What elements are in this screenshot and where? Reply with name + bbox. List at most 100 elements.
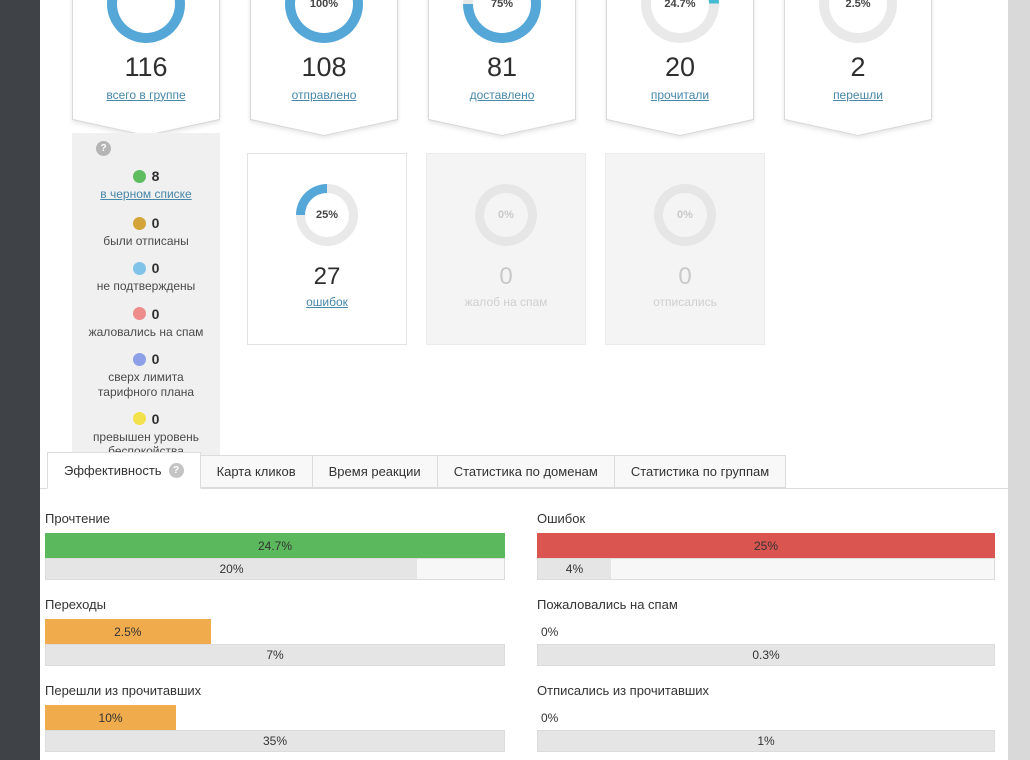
donut-sent-icon: 100% <box>285 0 363 43</box>
legend-value: 0 <box>151 215 160 231</box>
card-clicked: 2.5% 2 перешли <box>784 0 932 136</box>
metric-title: Переходы <box>45 597 106 612</box>
tab-click-map[interactable]: Карта кликов <box>200 455 313 488</box>
anxiety-dot-icon <box>132 412 146 426</box>
metric-title: Пожаловались на спам <box>537 597 678 612</box>
donut-percent-label <box>107 0 185 43</box>
stat-value: 108 <box>301 52 347 82</box>
legend-value: 0 <box>151 260 160 277</box>
card-spam-complaints: 0% 0 жалоб на спам <box>426 153 586 345</box>
metric-unsub-from-read: Отписались из прочитавших 0% 1% <box>537 683 995 752</box>
donut-errors-icon: 25% <box>296 184 358 246</box>
stat-value: 116 <box>124 52 168 82</box>
metric-click-from-read: Перешли из прочитавших 10% 35% <box>45 683 505 752</box>
tabs-divider <box>40 488 1008 489</box>
legend-item-unconfirmed: 0 не подтверждены <box>78 260 214 293</box>
legend-label: жаловались на спам <box>88 324 204 339</box>
help-icon[interactable]: ? <box>96 141 111 156</box>
metric-click-rate: Переходы 2.5% 7% <box>45 597 505 666</box>
legend-label: не подтверждены <box>96 279 196 294</box>
legend-item-unsubscribed: 0 были отписаны <box>78 215 214 248</box>
card-read: 24.7% 20 прочитали <box>606 0 754 136</box>
effectiveness-metrics: Прочтение 24.7% 20% Ошибок 25% <box>45 511 995 752</box>
total-in-group-link[interactable]: всего в группе <box>106 87 186 102</box>
spam-complaints-label: жалоб на спам <box>464 295 548 310</box>
donut-percent-label: 75% <box>490 0 514 10</box>
tab-group-stats[interactable]: Статистика по группам <box>614 455 787 488</box>
metric-primary-bar: 25% <box>537 533 995 558</box>
stat-value: 2 <box>850 52 866 82</box>
legend-item-blacklist: 8 в черном списке <box>78 168 214 203</box>
sent-link[interactable]: отправлено <box>291 87 357 102</box>
stat-value: 81 <box>486 52 518 82</box>
legend-label: сверх лимита тарифного плана <box>97 370 195 399</box>
errors-link[interactable]: ошибок <box>306 295 348 310</box>
metric-average-value: 35% <box>262 734 288 748</box>
main-content: 116 всего в группе 100% 108 отправлено <box>40 0 1008 760</box>
donut-clicked-icon: 2.5% <box>819 0 897 43</box>
metric-average-bar: 7% <box>45 644 505 666</box>
metric-read-rate: Прочтение 24.7% 20% <box>45 511 505 580</box>
metric-error-rate: Ошибок 25% 4% <box>537 511 995 580</box>
help-icon[interactable]: ? <box>168 463 184 478</box>
group-breakdown-panel: ? 8 в черном списке 0 были отписаны 0 <box>72 133 220 475</box>
card-body: 75% 81 доставлено <box>429 0 575 135</box>
donut-percent-label: 100% <box>309 0 339 10</box>
over-limit-dot-icon <box>132 352 146 366</box>
metric-average-bar: 20% <box>45 558 505 580</box>
card-sent: 100% 108 отправлено <box>250 0 398 136</box>
metric-title: Перешли из прочитавших <box>45 683 202 698</box>
card-body: 116 всего в группе <box>73 0 219 135</box>
metric-average-value: 1% <box>757 734 775 748</box>
metric-primary-bar: 10% <box>45 705 505 730</box>
secondary-cards-row: 25% 27 ошибок 0% 0 жалоб на спам 0% 0 от… <box>247 153 765 345</box>
donut-percent-label: 0% <box>677 209 693 221</box>
metric-primary-value: 24.7% <box>257 538 293 553</box>
card-unsubscribed: 0% 0 отписались <box>605 153 765 345</box>
donut-delivered-icon: 75% <box>463 0 541 43</box>
metric-primary-value: 25% <box>753 538 779 553</box>
card-body: 24.7% 20 прочитали <box>607 0 753 135</box>
metric-average-bar: 1% <box>537 730 995 752</box>
metric-average-bar: 35% <box>45 730 505 752</box>
metric-primary-bar: 2.5% <box>45 619 505 644</box>
legend-item-spam-complaints: 0 жаловались на спам <box>78 306 214 339</box>
legend-value: 0 <box>151 351 160 368</box>
unsubscribed-dot-icon <box>132 216 146 230</box>
metric-spam-rate: Пожаловались на спам 0% 0.3% <box>537 597 995 666</box>
card-body: 2.5% 2 перешли <box>785 0 931 135</box>
card-total-in-group: 116 всего в группе <box>72 0 220 136</box>
unsubscribed-label: отписались <box>653 295 717 310</box>
legend-value: 0 <box>151 410 160 427</box>
donut-unsubscribed-icon: 0% <box>654 184 716 246</box>
donut-percent-label: 2.5% <box>845 0 871 10</box>
metric-title: Прочтение <box>45 511 110 526</box>
tab-label: Карта кликов <box>216 464 296 479</box>
metric-primary-bar: 24.7% <box>45 533 505 558</box>
tab-label: Статистика по группам <box>630 464 770 479</box>
legend-label: были отписаны <box>103 234 189 248</box>
blacklist-link[interactable]: в черном списке <box>100 187 192 201</box>
card-body: 100% 108 отправлено <box>251 0 397 135</box>
metric-primary-value: 10% <box>98 710 123 725</box>
stat-value: 20 <box>664 52 696 82</box>
read-link[interactable]: прочитали <box>650 87 710 102</box>
metric-average-bar: 4% <box>537 558 995 580</box>
tab-domain-stats[interactable]: Статистика по доменам <box>437 455 615 488</box>
metric-average-bar: 0.3% <box>537 644 995 666</box>
metric-average-value: 7% <box>266 648 284 662</box>
metric-primary-bar: 0% <box>537 619 995 644</box>
metric-title: Ошибок <box>537 511 586 526</box>
delivered-link[interactable]: доставлено <box>469 87 535 102</box>
clicked-link[interactable]: перешли <box>833 87 883 102</box>
metric-primary-bar: 0% <box>537 705 995 730</box>
tab-reaction-time[interactable]: Время реакции <box>312 455 438 488</box>
metric-average-value: 4% <box>565 562 584 576</box>
unconfirmed-dot-icon <box>132 261 146 275</box>
stat-value: 0 <box>499 263 513 290</box>
legend-value: 0 <box>151 305 160 322</box>
donut-percent-label: 0% <box>498 209 514 221</box>
stat-value: 27 <box>313 263 341 290</box>
tab-effectiveness[interactable]: Эффективность ? <box>47 452 201 489</box>
